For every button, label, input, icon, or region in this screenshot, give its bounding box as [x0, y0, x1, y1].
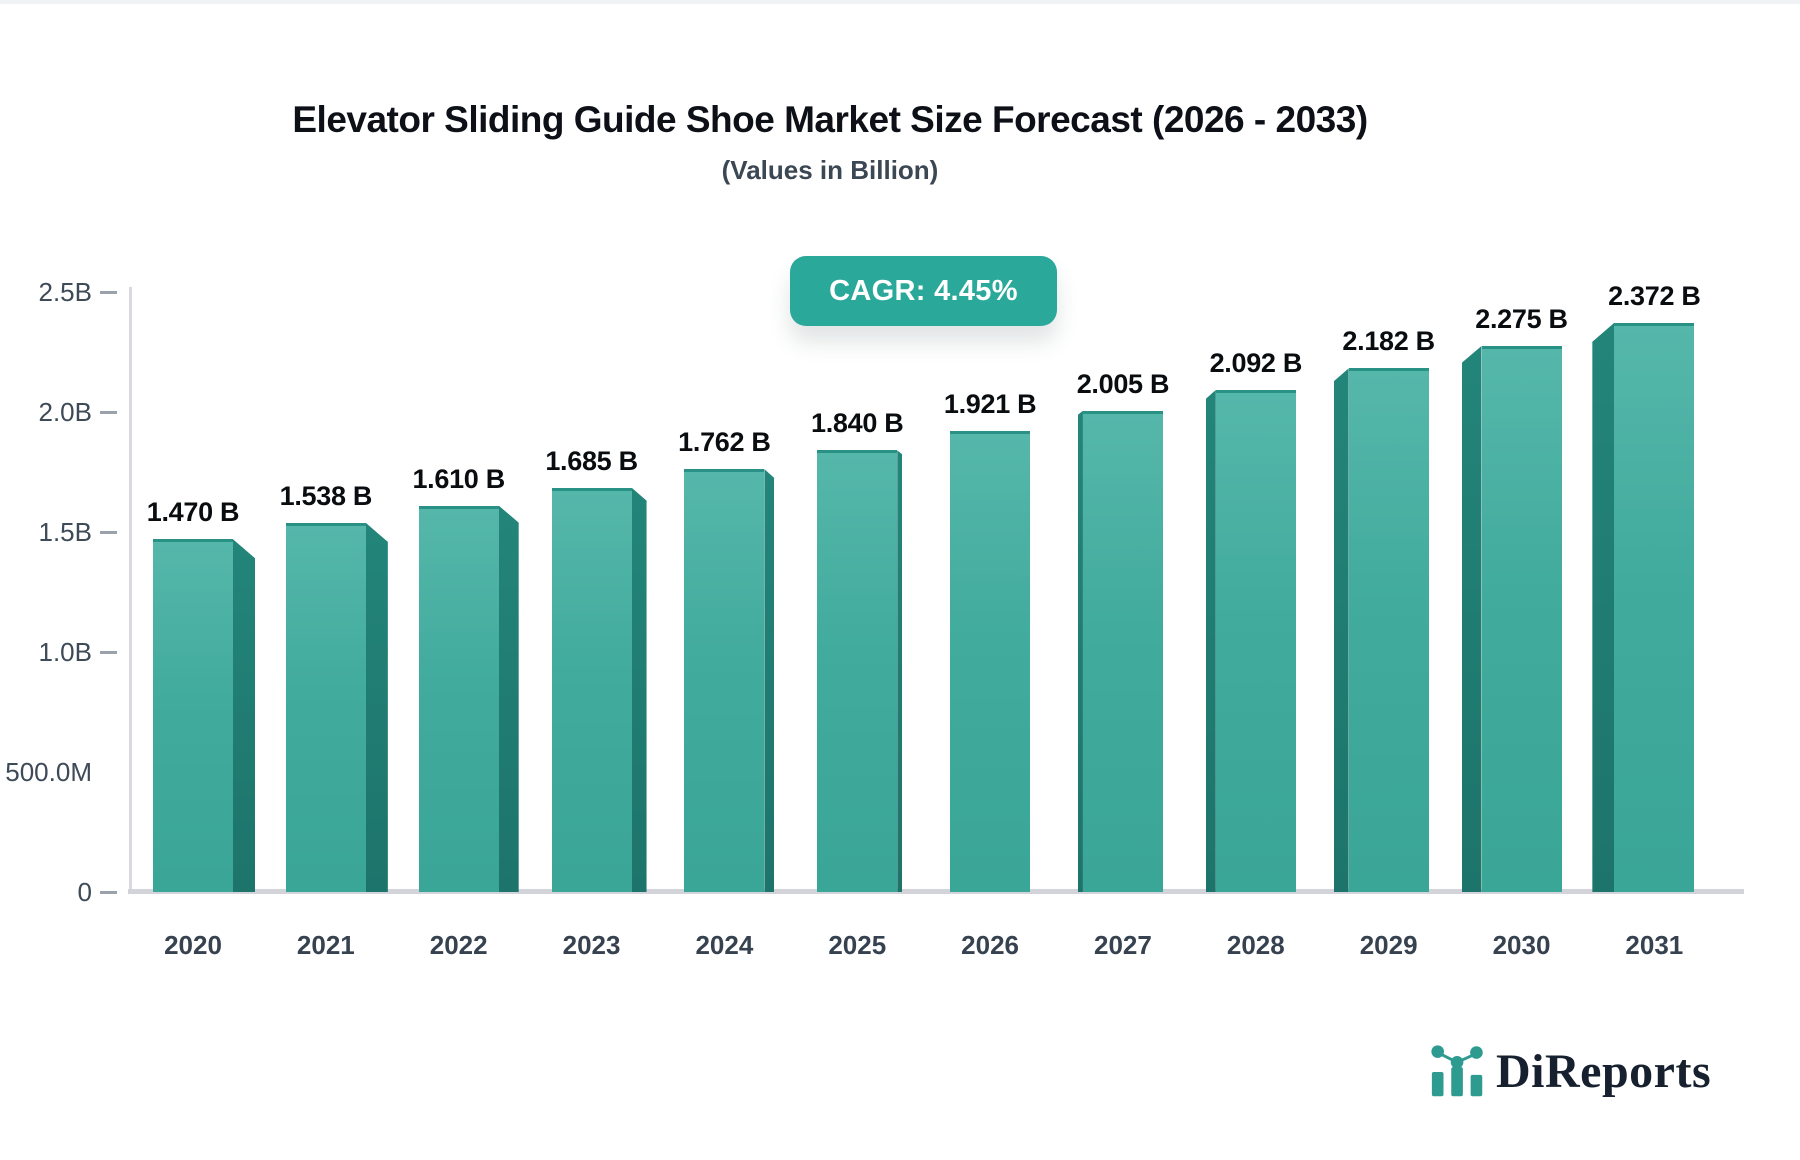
bar-value-label: 1.470 B	[146, 497, 240, 528]
x-axis-label: 2031	[1625, 930, 1684, 960]
bar	[684, 469, 765, 892]
bar	[1215, 389, 1296, 892]
bar-value-label: 1.538 B	[279, 480, 373, 511]
x-axis-label: 2026	[961, 930, 1020, 960]
x-axis-label: 2021	[296, 930, 355, 960]
y-tick-dash	[100, 410, 117, 414]
x-axis-line	[128, 889, 1744, 894]
bar-value-label: 1.762 B	[678, 427, 771, 458]
x-axis-label: 2027	[1094, 930, 1152, 960]
bar	[1614, 322, 1695, 892]
y-tick-label: 1.0B	[38, 637, 93, 667]
x-axis-label: 2029	[1359, 930, 1418, 960]
bar-value-label: 1.685 B	[545, 445, 638, 476]
bar	[551, 487, 632, 892]
bar	[153, 539, 233, 892]
bar	[418, 505, 499, 892]
bar	[817, 450, 898, 892]
bar-side-face	[1592, 322, 1615, 892]
y-tick-label: 500.0M	[5, 757, 92, 787]
y-tick-label: 2.0B	[38, 397, 93, 427]
bar-side-face	[897, 450, 903, 892]
y-axis-line	[129, 287, 132, 894]
bar-side-face	[498, 505, 519, 892]
x-axis-label: 2025	[828, 930, 887, 960]
bar-chart: 2.5B 2.0B 1.5B 1.0B 500.0M 0 1.470 B 2020 1.538 …	[0, 4, 1800, 1160]
y-tick-dash	[100, 650, 117, 654]
bar-value-label: 2.372 B	[1608, 280, 1701, 311]
bar-value-label: 1.840 B	[811, 408, 904, 439]
y-tick-dash	[100, 890, 117, 894]
y-tick-dash	[100, 530, 117, 534]
bar-value-label: 2.005 B	[1076, 368, 1170, 399]
bar-side-face	[1077, 410, 1083, 892]
y-tick-label: 2.5B	[38, 277, 93, 307]
bar-side-face	[365, 522, 388, 892]
chart-header: Elevator Sliding Guide Shoe Market Size …	[0, 99, 1660, 186]
bar-value-label: 1.610 B	[412, 463, 505, 494]
bar-side-face	[1205, 389, 1216, 892]
brand-logo-text: DiReports	[1496, 1044, 1712, 1098]
chart-subtitle: (Values in Billion)	[721, 155, 939, 185]
bar-side-face	[1333, 368, 1349, 892]
y-tick-dash	[100, 290, 117, 294]
bar-side-face	[631, 487, 647, 892]
x-axis-label: 2023	[562, 930, 621, 960]
bar-side-face	[764, 469, 775, 892]
bar-value-label: 2.182 B	[1342, 326, 1435, 357]
bar	[285, 522, 366, 892]
y-tick-label: 1.5B	[38, 517, 93, 547]
bar-value-label: 1.921 B	[943, 388, 1037, 419]
bar-side-face	[1461, 346, 1482, 892]
bar	[1481, 346, 1562, 892]
x-axis-label: 2020	[164, 930, 222, 960]
x-axis-label: 2022	[429, 930, 488, 960]
bar	[950, 430, 1031, 892]
chart-title: Elevator Sliding Guide Shoe Market Size …	[292, 99, 1368, 140]
x-axis-label: 2028	[1226, 930, 1285, 960]
bar	[1082, 410, 1163, 892]
x-axis-label: 2030	[1492, 930, 1551, 960]
bar-side-face	[233, 539, 255, 892]
bar-value-label: 2.092 B	[1209, 347, 1303, 378]
bar	[1348, 368, 1429, 892]
bar-line-chart-icon	[1431, 1045, 1483, 1097]
bar-value-label: 2.275 B	[1475, 304, 1568, 334]
cagr-badge: CAGR: 4.45%	[790, 256, 1057, 326]
y-tick-label: 0	[77, 877, 92, 907]
x-axis-label: 2024	[695, 930, 754, 960]
brand-logo: DiReports	[1428, 1040, 1711, 1102]
